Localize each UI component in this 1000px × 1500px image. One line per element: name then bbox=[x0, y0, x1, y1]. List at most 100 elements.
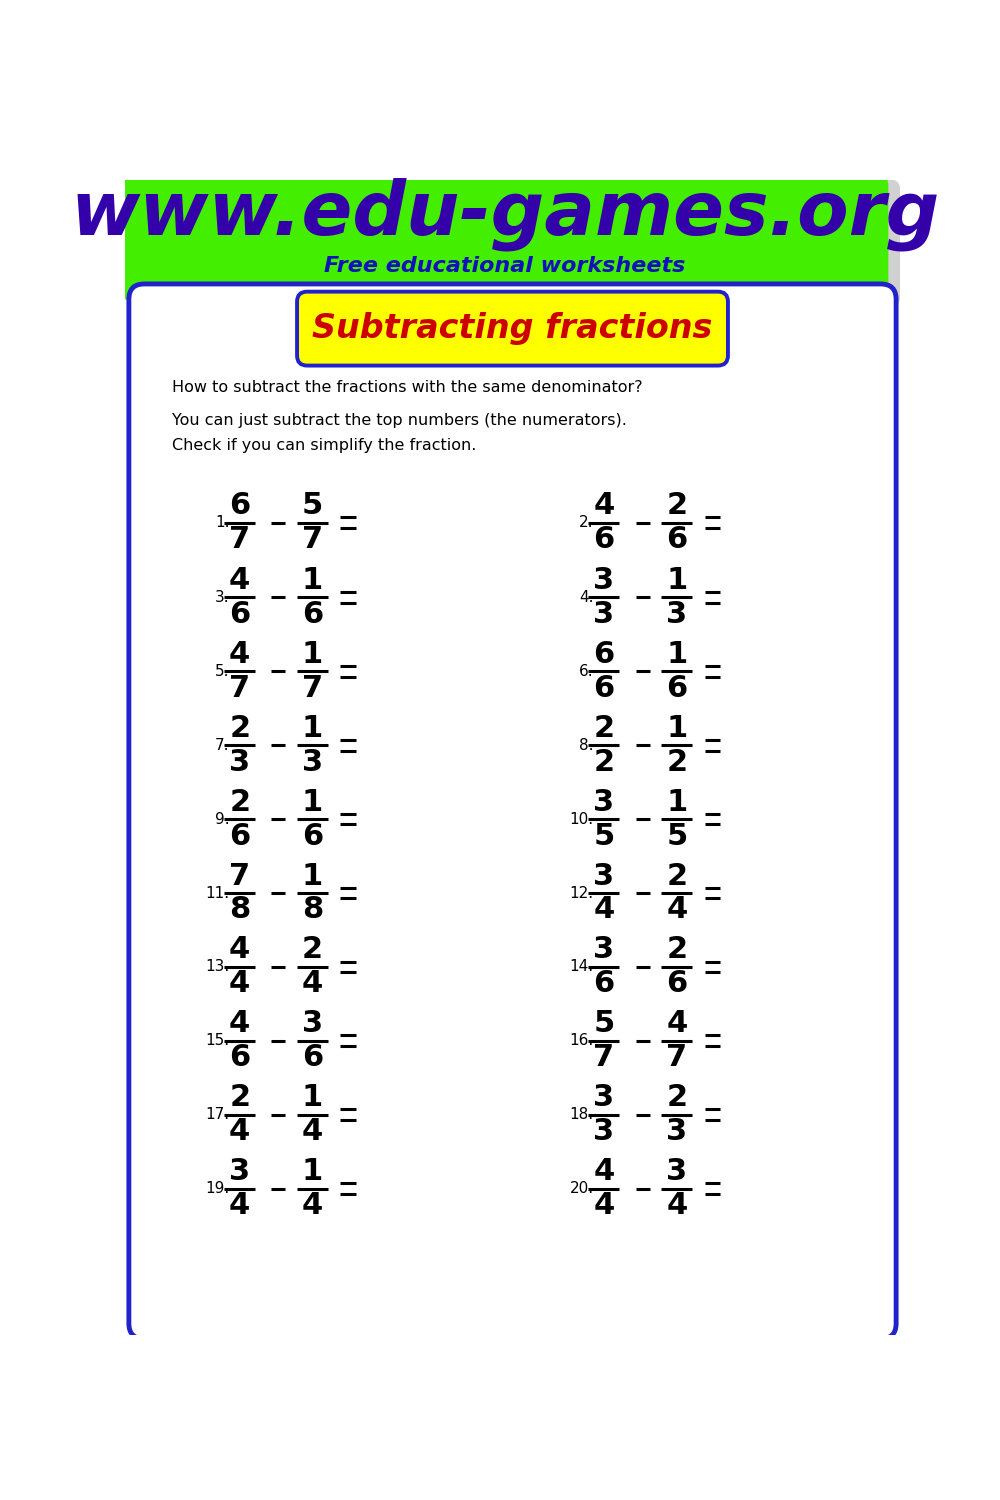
Text: 1: 1 bbox=[666, 566, 687, 596]
Text: 5: 5 bbox=[302, 490, 323, 520]
Text: 14.: 14. bbox=[570, 960, 594, 975]
Text: 4: 4 bbox=[229, 936, 250, 964]
Text: 4: 4 bbox=[666, 1191, 687, 1219]
Text: 1: 1 bbox=[666, 714, 687, 742]
Text: 20.: 20. bbox=[570, 1180, 594, 1196]
Text: 5: 5 bbox=[593, 1010, 615, 1038]
FancyBboxPatch shape bbox=[129, 284, 896, 1340]
Text: 3: 3 bbox=[593, 566, 615, 596]
Text: 15.: 15. bbox=[206, 1034, 230, 1048]
Text: 1: 1 bbox=[302, 788, 323, 816]
Text: 12.: 12. bbox=[570, 885, 594, 900]
Text: 2: 2 bbox=[666, 861, 687, 891]
Text: 17.: 17. bbox=[206, 1107, 230, 1122]
FancyBboxPatch shape bbox=[297, 291, 728, 366]
Text: 18.: 18. bbox=[570, 1107, 594, 1122]
Text: 6: 6 bbox=[229, 1044, 250, 1072]
Text: 2: 2 bbox=[593, 747, 615, 777]
Text: 6: 6 bbox=[229, 822, 250, 850]
Text: 6: 6 bbox=[229, 600, 250, 628]
Text: 4: 4 bbox=[302, 969, 323, 999]
Text: 4: 4 bbox=[302, 1191, 323, 1219]
Text: 4: 4 bbox=[666, 896, 687, 924]
Text: 13.: 13. bbox=[205, 960, 230, 975]
Text: 4: 4 bbox=[229, 640, 250, 669]
Text: 1: 1 bbox=[302, 566, 323, 596]
Text: 1: 1 bbox=[666, 788, 687, 816]
Text: 4: 4 bbox=[593, 490, 615, 520]
Text: 3: 3 bbox=[666, 1118, 687, 1146]
Text: 6: 6 bbox=[593, 640, 615, 669]
Text: 2: 2 bbox=[666, 1083, 687, 1113]
Text: 3.: 3. bbox=[215, 590, 230, 604]
Text: 3: 3 bbox=[302, 1010, 323, 1038]
Text: 5: 5 bbox=[666, 822, 687, 850]
Text: You can just subtract the top numbers (the numerators).: You can just subtract the top numbers (t… bbox=[172, 413, 626, 428]
Text: 3: 3 bbox=[593, 788, 615, 816]
Text: 8.: 8. bbox=[579, 738, 594, 753]
Text: 8: 8 bbox=[229, 896, 250, 924]
Text: 7: 7 bbox=[229, 525, 250, 554]
Text: Free educational worksheets: Free educational worksheets bbox=[324, 256, 685, 276]
Text: 6: 6 bbox=[593, 525, 615, 554]
Text: 11.: 11. bbox=[206, 885, 230, 900]
Text: 6: 6 bbox=[666, 674, 687, 702]
Text: 6: 6 bbox=[593, 674, 615, 702]
Text: 2.: 2. bbox=[579, 514, 594, 529]
Text: 3: 3 bbox=[593, 600, 615, 628]
Text: 1: 1 bbox=[302, 714, 323, 742]
Text: 2: 2 bbox=[666, 936, 687, 964]
Text: 6: 6 bbox=[302, 1044, 323, 1072]
Text: 4: 4 bbox=[593, 896, 615, 924]
Text: 6: 6 bbox=[302, 600, 323, 628]
Text: 4.: 4. bbox=[579, 590, 594, 604]
Text: 6: 6 bbox=[593, 969, 615, 999]
Text: 3: 3 bbox=[229, 1158, 250, 1186]
Text: 16.: 16. bbox=[570, 1034, 594, 1048]
Text: 6.: 6. bbox=[579, 664, 594, 680]
Text: 2: 2 bbox=[229, 788, 250, 816]
Text: 2: 2 bbox=[229, 1083, 250, 1113]
Text: 5.: 5. bbox=[215, 664, 230, 680]
Text: 3: 3 bbox=[666, 600, 687, 628]
Text: 9.: 9. bbox=[215, 812, 230, 826]
Text: 2: 2 bbox=[302, 936, 323, 964]
Text: 7: 7 bbox=[229, 861, 250, 891]
Text: 4: 4 bbox=[229, 1010, 250, 1038]
Text: 7: 7 bbox=[593, 1044, 615, 1072]
Text: 1: 1 bbox=[302, 861, 323, 891]
Text: 7: 7 bbox=[302, 525, 323, 554]
Text: 1: 1 bbox=[302, 640, 323, 669]
Text: 3: 3 bbox=[229, 747, 250, 777]
Text: 6: 6 bbox=[302, 822, 323, 850]
Text: 4: 4 bbox=[593, 1158, 615, 1186]
Text: 4: 4 bbox=[593, 1191, 615, 1219]
Text: 10.: 10. bbox=[570, 812, 594, 826]
Text: 3: 3 bbox=[593, 1118, 615, 1146]
Text: 2: 2 bbox=[666, 490, 687, 520]
Text: 1.: 1. bbox=[215, 514, 230, 529]
Text: 4: 4 bbox=[229, 566, 250, 596]
Text: 19.: 19. bbox=[205, 1180, 230, 1196]
Text: 6: 6 bbox=[666, 969, 687, 999]
Text: 4: 4 bbox=[229, 969, 250, 999]
Text: 5: 5 bbox=[593, 822, 615, 850]
Text: 1: 1 bbox=[302, 1158, 323, 1186]
Text: 3: 3 bbox=[593, 936, 615, 964]
Text: 4: 4 bbox=[666, 1010, 687, 1038]
Text: 3: 3 bbox=[302, 747, 323, 777]
Text: 4: 4 bbox=[229, 1118, 250, 1146]
Text: 7: 7 bbox=[302, 674, 323, 702]
Text: 1: 1 bbox=[666, 640, 687, 669]
FancyBboxPatch shape bbox=[120, 172, 888, 302]
Text: How to subtract the fractions with the same denominator?: How to subtract the fractions with the s… bbox=[172, 381, 642, 396]
Text: 7: 7 bbox=[666, 1044, 687, 1072]
Text: 1: 1 bbox=[302, 1083, 323, 1113]
Text: 4: 4 bbox=[302, 1118, 323, 1146]
Text: 3: 3 bbox=[593, 861, 615, 891]
Text: Subtracting fractions: Subtracting fractions bbox=[312, 312, 713, 345]
Text: 3: 3 bbox=[593, 1083, 615, 1113]
Text: Check if you can simplify the fraction.: Check if you can simplify the fraction. bbox=[172, 438, 476, 453]
Text: 4: 4 bbox=[229, 1191, 250, 1219]
Text: 7: 7 bbox=[229, 674, 250, 702]
